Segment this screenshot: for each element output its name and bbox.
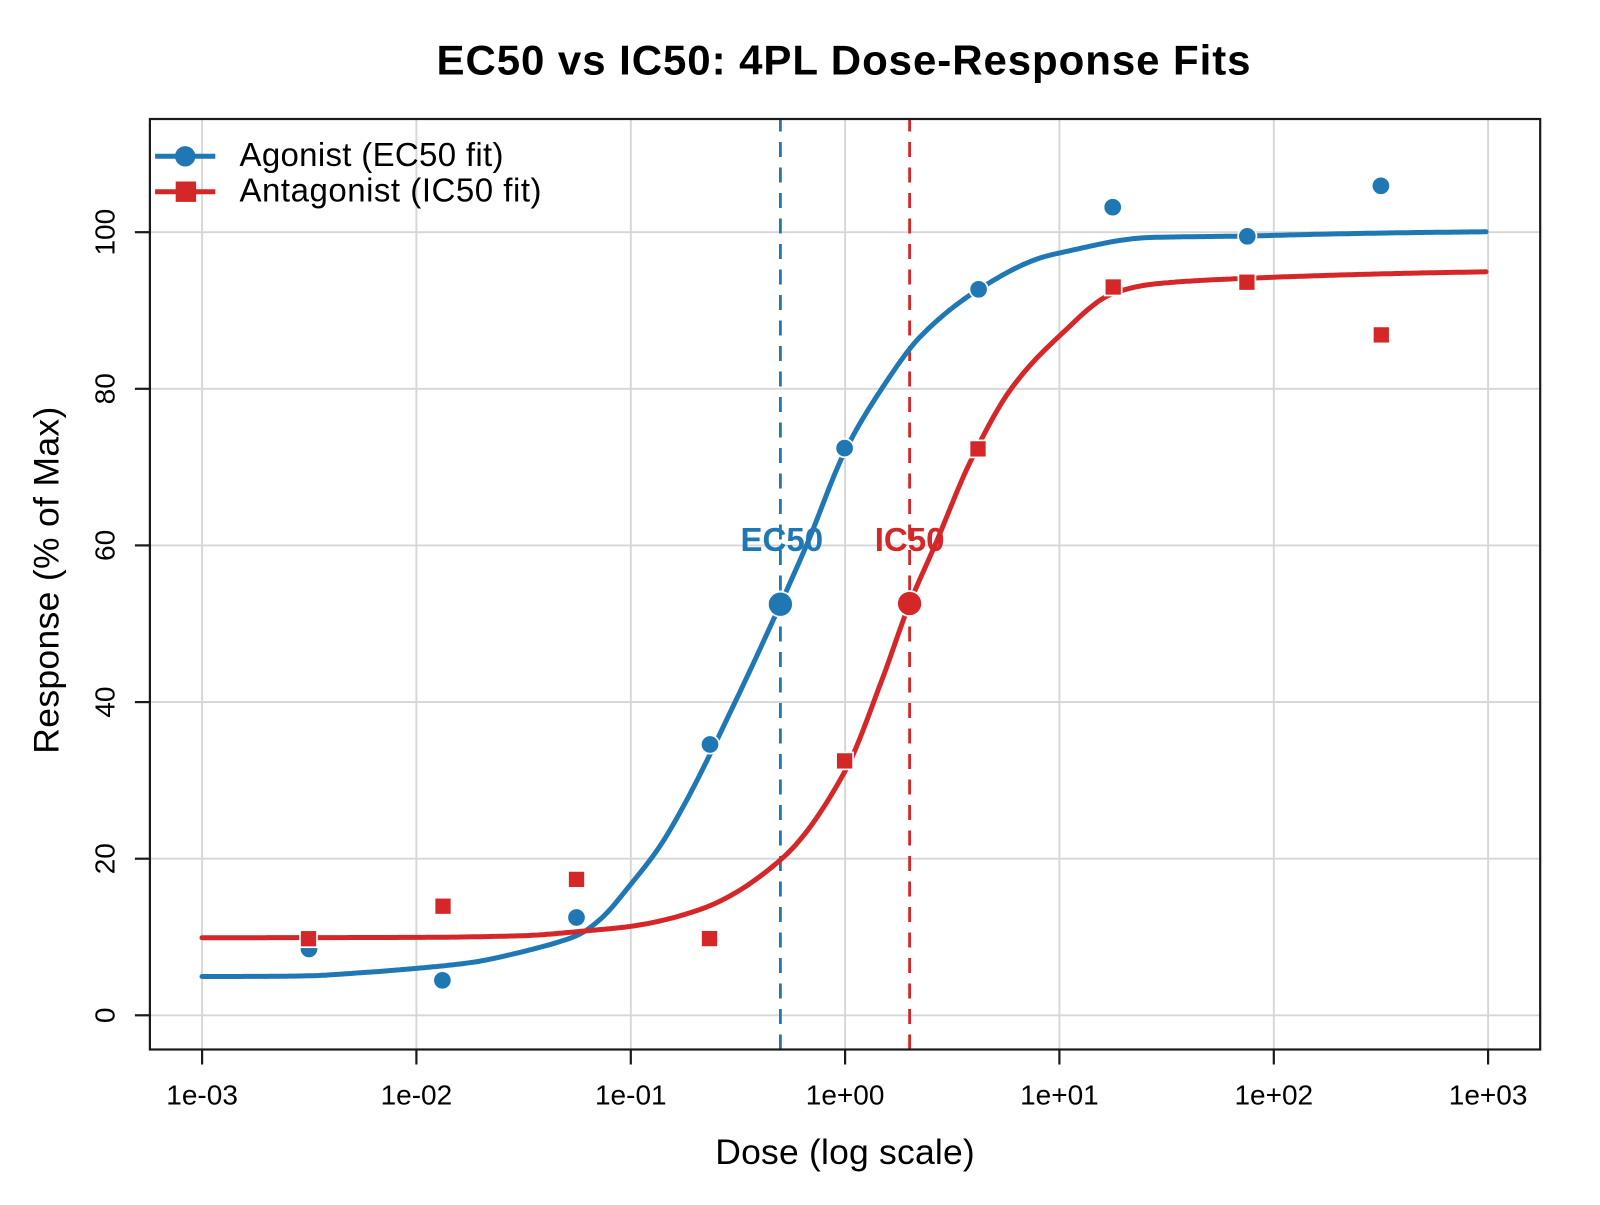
svg-text:EC50 vs IC50: 4PL Dose-Respons: EC50 vs IC50: 4PL Dose-Response Fits [437,37,1251,84]
svg-text:60: 60 [90,530,121,561]
svg-text:1e+03: 1e+03 [1449,1080,1528,1111]
svg-text:100: 100 [90,209,121,256]
svg-text:1e-01: 1e-01 [595,1080,667,1111]
svg-text:Agonist (EC50 fit): Agonist (EC50 fit) [240,136,504,173]
svg-text:40: 40 [90,687,121,718]
svg-text:IC50: IC50 [875,521,945,558]
svg-text:Dose (log scale): Dose (log scale) [715,1132,975,1172]
svg-text:1e+02: 1e+02 [1234,1080,1313,1111]
svg-text:1e-02: 1e-02 [381,1080,453,1111]
svg-text:EC50: EC50 [741,521,824,558]
svg-text:0: 0 [90,1008,121,1024]
svg-text:20: 20 [90,843,121,874]
svg-text:Antagonist (IC50 fit): Antagonist (IC50 fit) [240,172,542,209]
svg-text:1e-03: 1e-03 [166,1080,238,1111]
svg-text:1e+01: 1e+01 [1020,1080,1099,1111]
svg-text:1e+00: 1e+00 [806,1080,885,1111]
svg-text:Response (% of Max): Response (% of Max) [27,407,67,754]
svg-text:80: 80 [90,373,121,404]
